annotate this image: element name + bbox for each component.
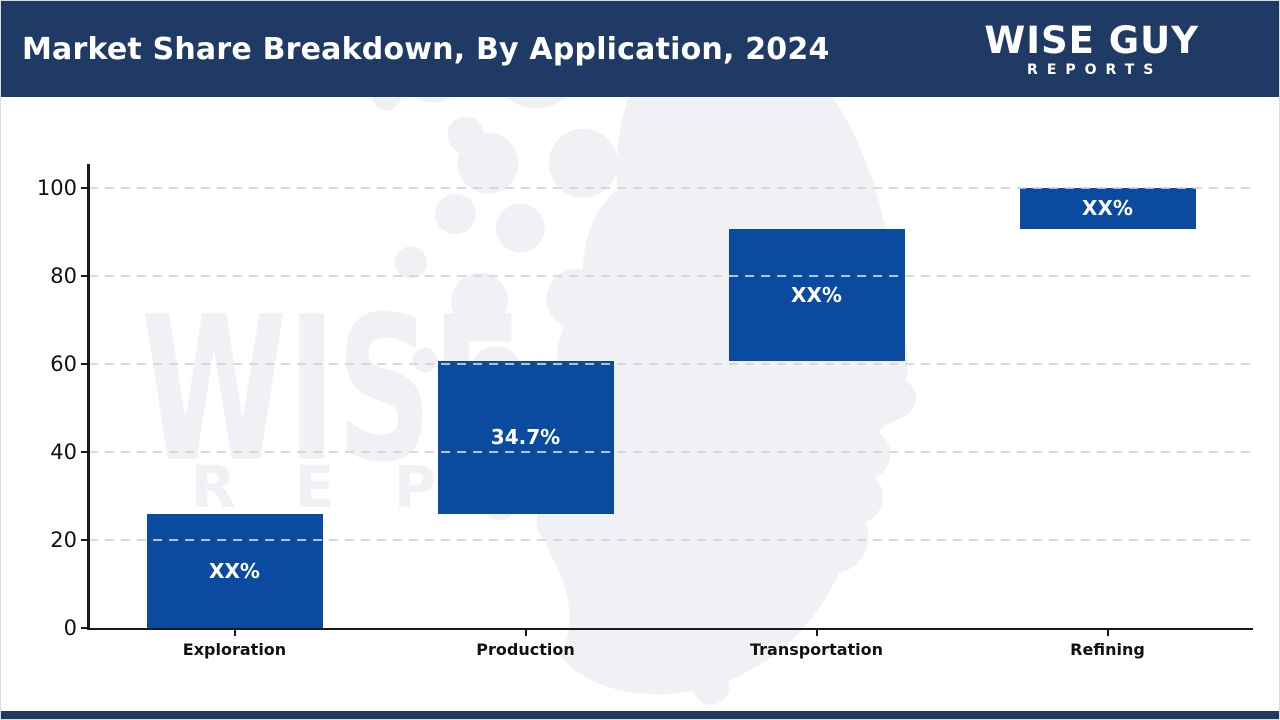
brand-logo: WISE GUY REPORTS bbox=[984, 7, 1267, 91]
y-tick-label: 40 bbox=[50, 440, 77, 464]
bar-value-label: 34.7% bbox=[490, 425, 561, 450]
x-axis bbox=[87, 627, 1253, 630]
gridline-100 bbox=[89, 187, 1253, 189]
footer-bar bbox=[1, 711, 1279, 719]
y-tick-label: 100 bbox=[36, 176, 77, 200]
x-tickmark bbox=[524, 628, 527, 636]
bar-value-label: XX% bbox=[209, 558, 260, 583]
bar-production: 34.7% bbox=[437, 360, 614, 514]
y-tickmark bbox=[81, 627, 89, 629]
bar-refining: XX% bbox=[1019, 188, 1196, 229]
y-tick-label: 60 bbox=[50, 352, 77, 376]
x-tick-label-refining: Refining bbox=[1070, 640, 1145, 659]
bar-transportation: XX% bbox=[728, 228, 905, 361]
x-tickmark bbox=[815, 628, 818, 636]
page-title: Market Share Breakdown, By Application, … bbox=[22, 31, 830, 67]
x-tick-label-exploration: Exploration bbox=[182, 640, 287, 659]
y-tick-label: 20 bbox=[50, 528, 77, 552]
logo-wordmark: WISE GUY bbox=[984, 18, 1199, 62]
y-tickmark bbox=[81, 275, 89, 277]
gridline-80 bbox=[89, 275, 1253, 277]
x-tickmark bbox=[233, 628, 236, 636]
logo-head-icon bbox=[1203, 11, 1267, 88]
gridline-40 bbox=[89, 451, 1253, 453]
bar-exploration: XX% bbox=[146, 513, 323, 628]
x-tick-label-transportation: Transportation bbox=[749, 640, 884, 659]
header-bar: Market Share Breakdown, By Application, … bbox=[1, 1, 1279, 97]
x-tickmark bbox=[1106, 628, 1109, 636]
y-tickmark bbox=[81, 187, 89, 189]
logo-reports-label: REPORTS bbox=[1027, 61, 1163, 78]
y-tickmark bbox=[81, 363, 89, 365]
y-tick-label: 80 bbox=[50, 264, 77, 288]
x-tick-label-production: Production bbox=[476, 640, 575, 659]
y-axis bbox=[87, 164, 90, 630]
y-tick-label: 0 bbox=[63, 616, 77, 640]
bar-value-label: XX% bbox=[1082, 196, 1133, 221]
gridline-60 bbox=[89, 363, 1253, 365]
y-tickmark bbox=[81, 539, 89, 541]
bar-value-label: XX% bbox=[791, 282, 842, 307]
gridline-20 bbox=[89, 539, 1253, 541]
y-tickmark bbox=[81, 451, 89, 453]
